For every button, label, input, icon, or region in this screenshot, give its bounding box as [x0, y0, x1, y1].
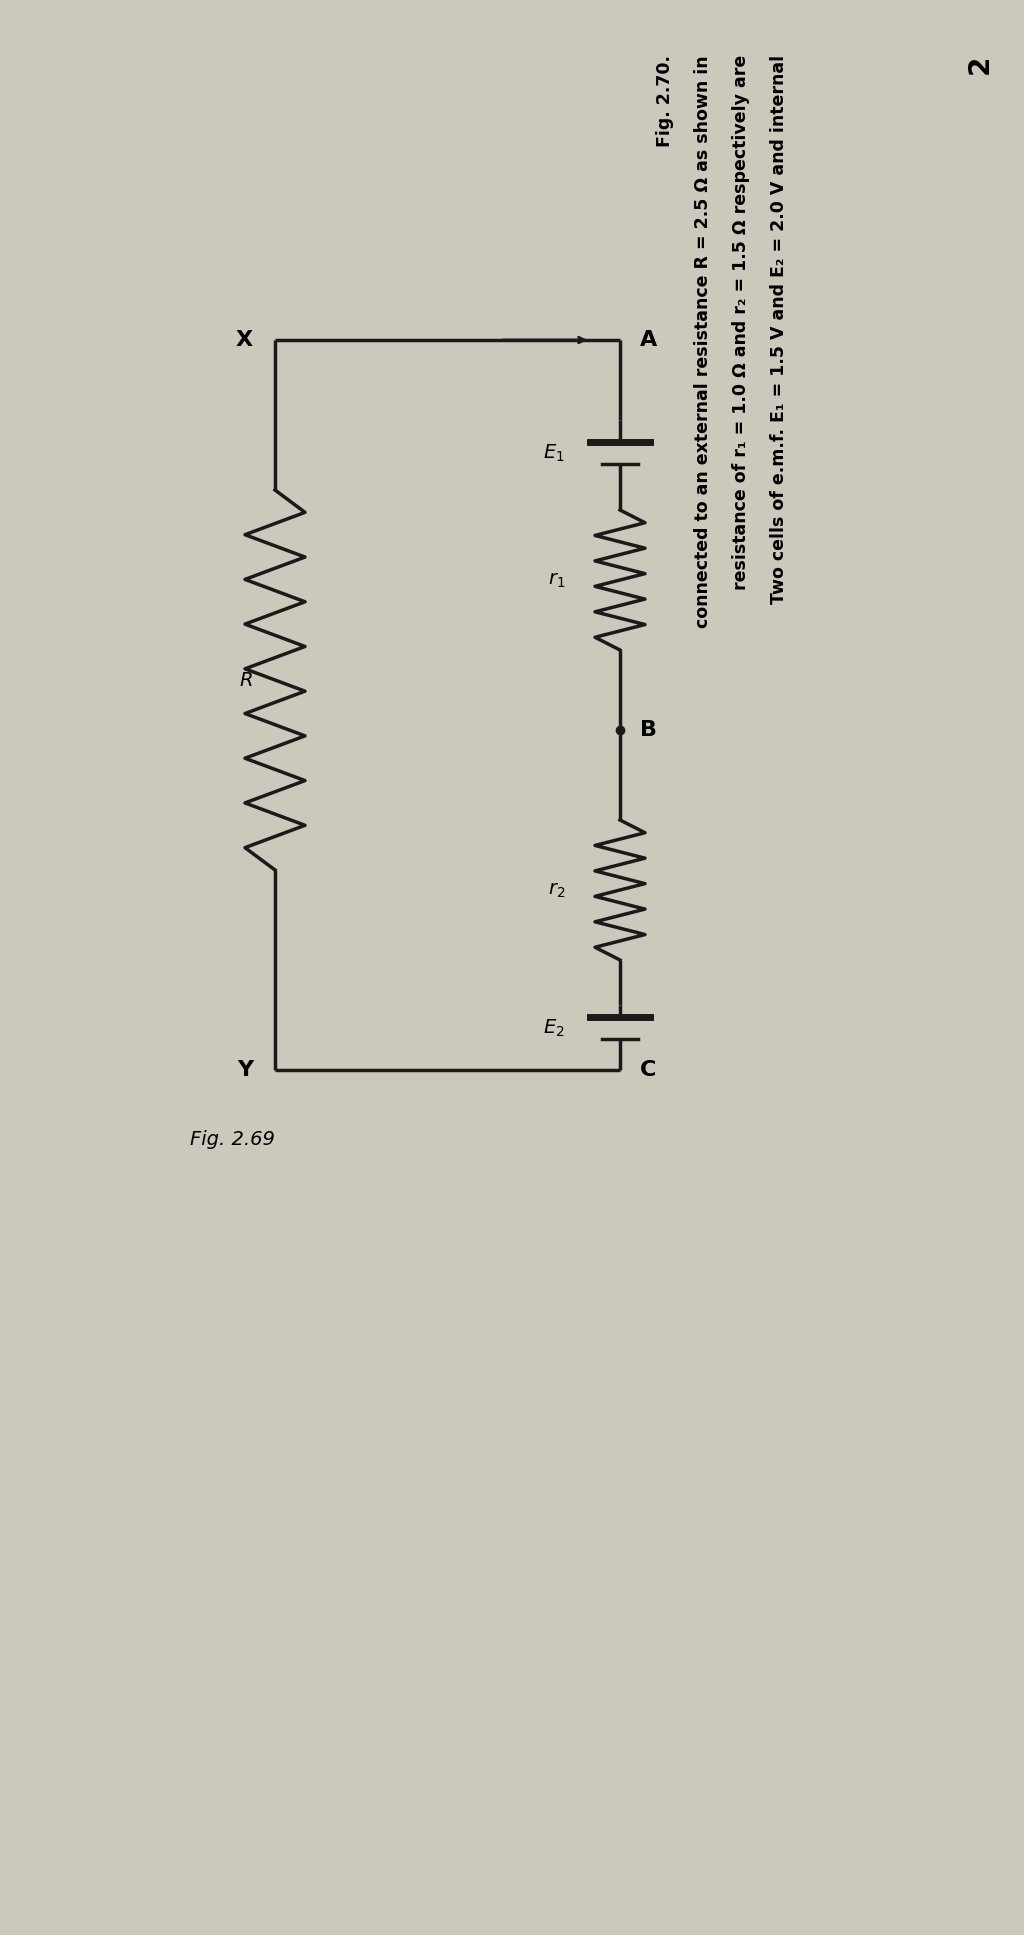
Text: Y: Y	[237, 1060, 253, 1080]
Text: A: A	[640, 331, 657, 350]
Text: Two cells of e.m.f. E₁ = 1.5 V and E₂ = 2.0 V and internal: Two cells of e.m.f. E₁ = 1.5 V and E₂ = …	[770, 54, 788, 604]
Text: Fig. 2.70.: Fig. 2.70.	[656, 54, 674, 147]
Text: resistance of r₁ = 1.0 Ω and r₂ = 1.5 Ω respectively are: resistance of r₁ = 1.0 Ω and r₂ = 1.5 Ω …	[732, 54, 750, 590]
Text: $r_1$: $r_1$	[548, 571, 565, 590]
Text: $E_2$: $E_2$	[544, 1018, 565, 1039]
Text: connected to an external resistance R = 2.5 Ω as shown in: connected to an external resistance R = …	[694, 54, 712, 627]
Text: $r_2$: $r_2$	[548, 880, 565, 900]
Text: X: X	[236, 331, 253, 350]
Text: $E_1$: $E_1$	[544, 443, 565, 464]
Text: B: B	[640, 720, 657, 739]
Text: $R$: $R$	[240, 671, 253, 689]
Text: 2: 2	[966, 54, 994, 74]
Text: Fig. 2.69: Fig. 2.69	[190, 1130, 274, 1149]
Text: C: C	[640, 1060, 656, 1080]
